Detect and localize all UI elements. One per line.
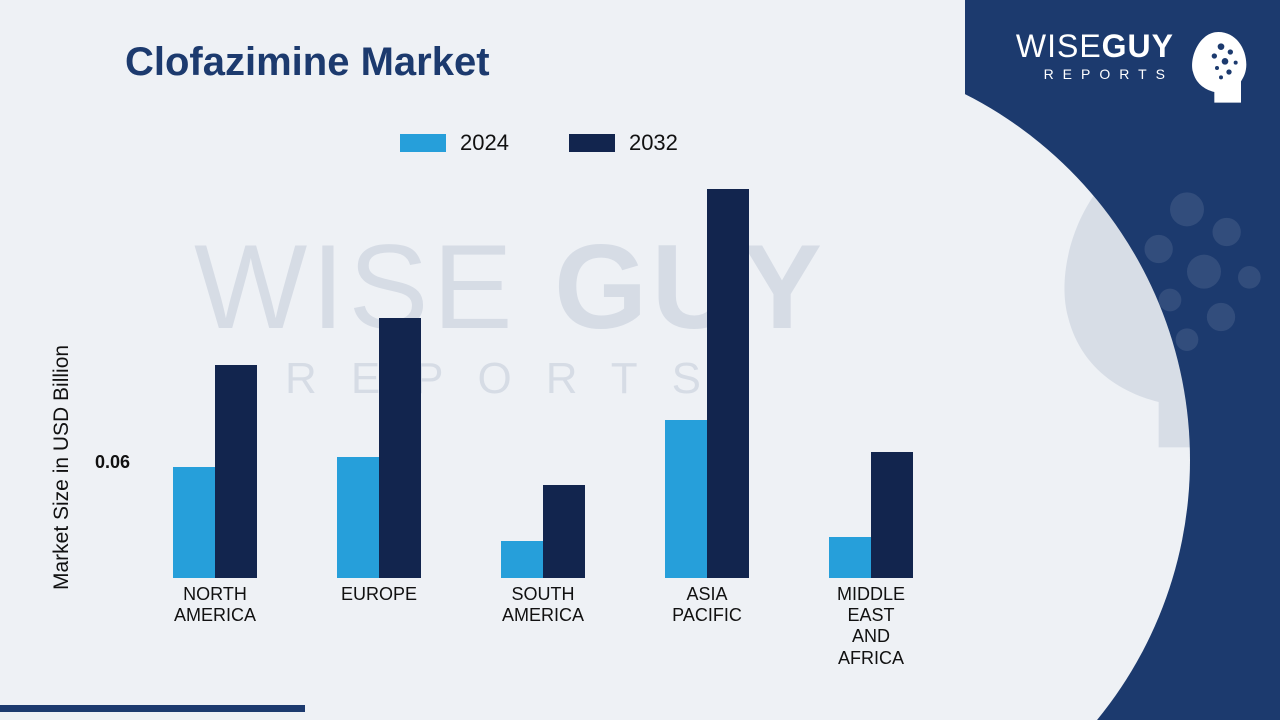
legend: 2024 2032 [400,130,678,156]
brand-head-icon [1182,28,1252,108]
legend-label-2032: 2032 [629,130,678,156]
legend-item-2024: 2024 [400,130,509,156]
plot-region [150,170,960,578]
legend-item-2032: 2032 [569,130,678,156]
bar-2032 [871,452,913,578]
x-axis-category: NORTHAMERICA [150,584,280,626]
footer-accent-bar [0,705,305,712]
brand-word-2: GUY [1102,28,1174,64]
chart-title: Clofazimine Market [125,40,490,85]
bar-2024 [501,541,543,578]
bar-2024 [665,420,707,578]
x-axis-category: MIDDLEEASTANDAFRICA [806,584,936,669]
legend-swatch-2032 [569,134,615,152]
y-axis-label: Market Size in USD Billion [50,345,74,590]
brand-logo: WISEGUY REPORTS [1016,30,1252,82]
bar-2032 [707,189,749,578]
x-axis-category: SOUTHAMERICA [478,584,608,626]
legend-label-2024: 2024 [460,130,509,156]
bar-2032 [215,365,257,578]
x-axis-category: EUROPE [314,584,444,605]
legend-swatch-2024 [400,134,446,152]
x-axis-category: ASIAPACIFIC [642,584,772,626]
bar-2024 [173,467,215,578]
brand-word-1: WISE [1016,28,1102,64]
bar-2024 [829,537,871,578]
bar-2024 [337,457,379,578]
y-axis-tick: 0.06 [95,452,130,473]
chart-area: Market Size in USD Billion 0.06 NORTHAME… [60,170,960,670]
bar-2032 [379,318,421,578]
bar-2032 [543,485,585,578]
